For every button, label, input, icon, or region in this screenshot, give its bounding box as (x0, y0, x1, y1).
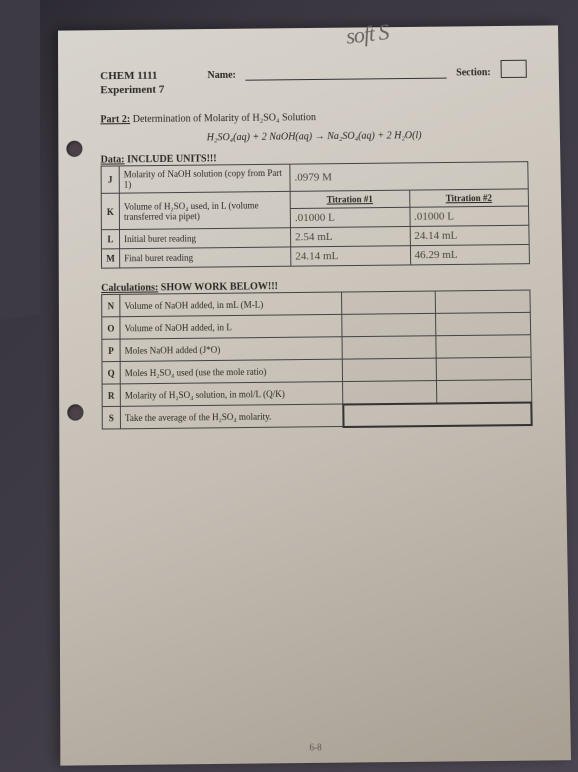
row-value (342, 358, 436, 381)
table-row: S Take the average of the H₂SO₄ molarity… (102, 402, 532, 429)
row-letter: R (102, 384, 120, 407)
row-value (343, 381, 438, 404)
name-label: Name: (207, 70, 235, 81)
row-desc: Molarity of H₂SO₄ solution, in mol/L (Q/… (120, 382, 343, 407)
part2-prefix: Part 2: (100, 114, 130, 125)
titration-1-header: Titration #1 (290, 190, 409, 208)
row-letter: S (102, 406, 120, 429)
course-code: CHEM 1111 (100, 70, 157, 83)
row-value: 2.54 mL (290, 226, 409, 246)
calculations-table: N Volume of NaOH added, in mL (M-L) O Vo… (101, 290, 533, 431)
data-prefix: Data: (101, 154, 125, 165)
row-desc: Moles H₂SO₄ used (use the mole ratio) (120, 359, 342, 384)
row-value (342, 336, 436, 359)
section-box (501, 60, 527, 78)
row-value: .01000 L (290, 207, 409, 227)
worksheet-paper: soft S CHEM 1111 Name: Section: Experime… (58, 25, 571, 765)
watermark-text: soft S (344, 19, 389, 50)
page-number: 6-8 (309, 742, 321, 753)
calc-note: SHOW WORK BELOW!!! (161, 281, 278, 293)
punch-hole (67, 404, 83, 421)
row-value: .01000 L (409, 206, 528, 226)
row-desc: Initial buret reading (119, 228, 290, 249)
row-value: 46.29 mL (410, 244, 530, 264)
row-desc: Volume of H₂SO₄ used, in L (volume trans… (119, 191, 290, 229)
row-value (436, 357, 531, 380)
row-letter: O (102, 317, 120, 340)
row-letter: M (101, 249, 119, 268)
row-desc: Take the average of the H₂SO₄ molarity. (120, 404, 343, 429)
row-letter: P (102, 339, 120, 362)
row-value (342, 291, 436, 314)
name-blank-line (246, 67, 446, 81)
row-value (437, 380, 532, 403)
row-desc: Final buret reading (120, 247, 291, 268)
punch-hole (66, 141, 82, 157)
row-letter: J (101, 166, 119, 193)
table-row: M Final buret reading 24.14 mL 46.29 mL (101, 244, 529, 268)
row-desc: Moles NaOH added (J*O) (120, 337, 342, 362)
row-value (435, 290, 529, 313)
data-table: J Molarity of NaOH solution (copy from P… (101, 161, 530, 269)
row-letter: N (102, 294, 120, 317)
part2-heading: Part 2: Determination of Molarity of H₂S… (100, 110, 527, 126)
data-units-note: INCLUDE UNITS!!! (127, 153, 217, 165)
row-desc: Molarity of NaOH solution (copy from Par… (119, 164, 290, 193)
row-letter: L (101, 230, 119, 249)
row-value (436, 335, 530, 358)
part2-title-text: Determination of Molarity of H₂SO₄ Solut… (133, 112, 316, 125)
row-value: .0979 M (290, 162, 528, 192)
titration-2-header: Titration #2 (409, 189, 528, 207)
row-value: 24.14 mL (410, 225, 529, 245)
desk-edge (0, 0, 40, 320)
reaction-equation: H₂SO₄(aq) + 2 NaOH(aq) → Na₂SO₄(aq) + 2 … (100, 129, 527, 145)
header-row: CHEM 1111 Name: Section: (100, 60, 527, 83)
row-desc: Volume of NaOH added, in mL (M-L) (120, 292, 342, 317)
row-value: 24.14 mL (291, 246, 411, 266)
row-desc: Volume of NaOH added, in L (120, 314, 342, 339)
section-label: Section: (456, 67, 491, 78)
row-value (342, 313, 436, 336)
row-letter: K (101, 193, 119, 230)
row-value (436, 312, 530, 335)
average-result-box (343, 402, 532, 426)
row-letter: Q (102, 361, 120, 384)
experiment-number: Experiment 7 (100, 80, 527, 97)
calc-prefix: Calculations: (101, 282, 158, 294)
